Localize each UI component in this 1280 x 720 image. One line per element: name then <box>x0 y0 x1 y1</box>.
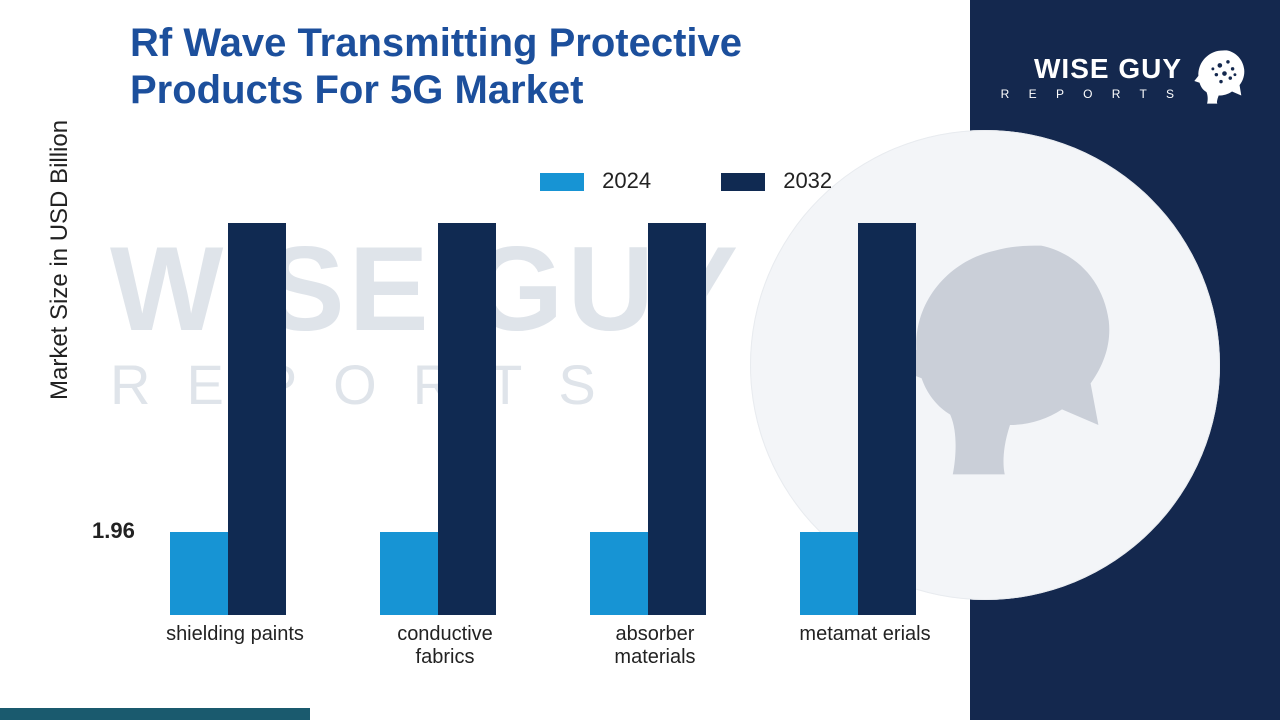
chart-title: Rf Wave Transmitting Protective Products… <box>130 20 910 114</box>
bar-2032 <box>438 223 496 615</box>
legend-swatch-2024 <box>540 173 584 191</box>
bar-2024 <box>380 532 438 615</box>
bar-2032 <box>858 223 916 615</box>
brand-name: WISE GUY <box>1001 53 1182 85</box>
x-axis-label: shielding paints <box>160 623 310 646</box>
plot-area: shielding paintsconductive fabricsabsorb… <box>150 215 970 615</box>
legend-item-2032: 2032 <box>721 168 832 194</box>
legend-item-2024: 2024 <box>540 168 651 194</box>
y-tick-label: 1.96 <box>92 518 135 544</box>
x-axis-label: metamat erials <box>790 623 940 646</box>
y-axis-label: Market Size in USD Billion <box>46 120 74 400</box>
x-axis-label: absorber materials <box>580 623 730 669</box>
legend-label-2024: 2024 <box>602 168 651 193</box>
bar-2032 <box>648 223 706 615</box>
legend-label-2032: 2032 <box>783 168 832 193</box>
legend: 2024 2032 <box>540 168 832 194</box>
brand-subtitle: R E P O R T S <box>1001 87 1182 101</box>
legend-swatch-2032 <box>721 173 765 191</box>
bar-2024 <box>170 532 228 615</box>
x-axis-label: conductive fabrics <box>370 623 520 669</box>
brand-logo: WISE GUY R E P O R T S <box>990 42 1250 112</box>
brand-head-icon <box>1192 48 1250 106</box>
bar-2024 <box>800 532 858 615</box>
chart-canvas: WISE GUY REPORTS WISE GUY R E P O R T S … <box>0 0 1280 720</box>
bar-2032 <box>228 223 286 615</box>
bottom-accent-strip <box>0 708 310 720</box>
bar-2024 <box>590 532 648 615</box>
